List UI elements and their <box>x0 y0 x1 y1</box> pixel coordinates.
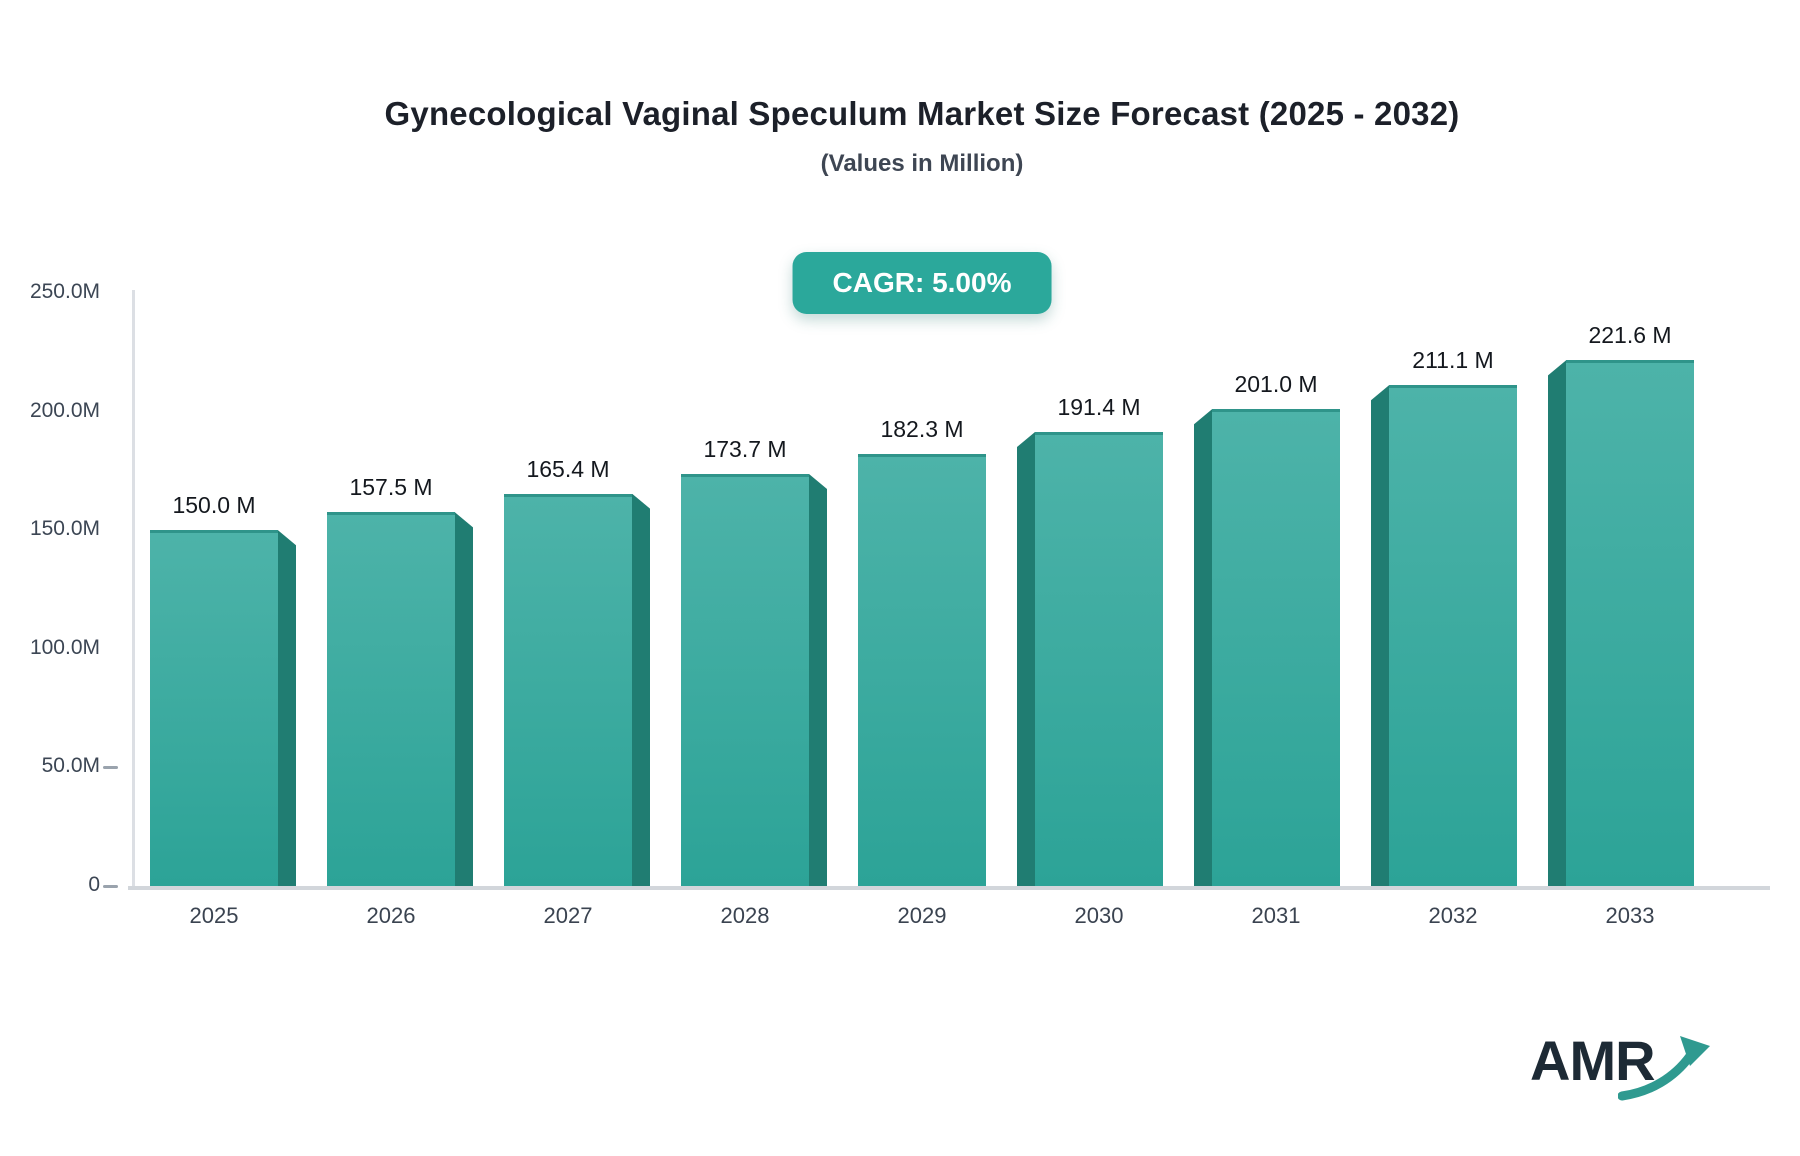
bar-value-label: 173.7 M <box>703 435 787 462</box>
bar-2030 <box>1035 431 1163 886</box>
y-tick-dash <box>103 885 118 888</box>
bar-side-2031 <box>1194 409 1212 886</box>
bar-2027 <box>504 493 632 886</box>
bar-side-2028 <box>809 473 827 886</box>
bar-2032 <box>1389 385 1517 886</box>
x-tick-label: 2033 <box>1605 903 1655 928</box>
y-tick-label: 200.0M <box>29 398 100 422</box>
x-tick-label: 2030 <box>1074 903 1124 928</box>
bar-value-label: 221.6 M <box>1588 322 1672 349</box>
y-tick-label: 50.0M <box>41 754 100 778</box>
x-tick-label: 2029 <box>897 903 947 928</box>
y-tick-label: 150.0M <box>29 517 100 541</box>
bar-2029 <box>858 453 986 886</box>
chart-title: Gynecological Vaginal Speculum Market Si… <box>384 95 1460 132</box>
bar-side-2027 <box>632 493 650 886</box>
bar-2031 <box>1212 409 1340 886</box>
amr-logo: AMR <box>1530 1028 1720 1108</box>
amr-logo-text: AMR <box>1530 1029 1656 1092</box>
y-tick-label: 100.0M <box>29 635 100 659</box>
bar-side-2026 <box>455 512 473 886</box>
x-tick-label: 2027 <box>543 903 593 928</box>
bar-value-label: 191.4 M <box>1057 393 1141 420</box>
cagr-badge: CAGR: 5.00% <box>792 252 1052 314</box>
bar-2026 <box>327 512 455 886</box>
y-tick-dash <box>103 766 118 770</box>
bar-value-label: 211.1 M <box>1412 347 1494 374</box>
bar-side-2030 <box>1017 431 1035 886</box>
x-tick-label: 2028 <box>720 903 770 928</box>
bar-side-2032 <box>1371 385 1389 886</box>
growth-arrow-icon <box>1618 1036 1710 1101</box>
x-tick-label: 2032 <box>1428 903 1478 928</box>
y-tick-label: 250.0M <box>29 280 100 303</box>
x-tick-label: 2025 <box>189 903 239 928</box>
x-tick-label: 2026 <box>366 903 416 928</box>
bar-value-label: 165.4 M <box>526 455 610 482</box>
x-axis-baseline <box>128 886 1770 890</box>
bar-2025 <box>150 530 278 886</box>
chart-subtitle: (Values in Million) <box>820 150 1024 177</box>
y-tick-label: 0 <box>88 873 100 896</box>
bar-value-label: 201.0 M <box>1234 371 1318 398</box>
bar-2028 <box>681 473 809 886</box>
x-tick-label: 2031 <box>1251 903 1301 928</box>
bar-value-label: 157.5 M <box>349 474 433 501</box>
bar-value-label: 182.3 M <box>880 415 964 442</box>
bar-2033 <box>1566 360 1694 886</box>
bar-side-2025 <box>278 530 296 886</box>
bar-side-2033 <box>1548 360 1566 886</box>
bar-value-label: 150.0 M <box>172 492 256 519</box>
y-axis-line <box>132 290 135 888</box>
